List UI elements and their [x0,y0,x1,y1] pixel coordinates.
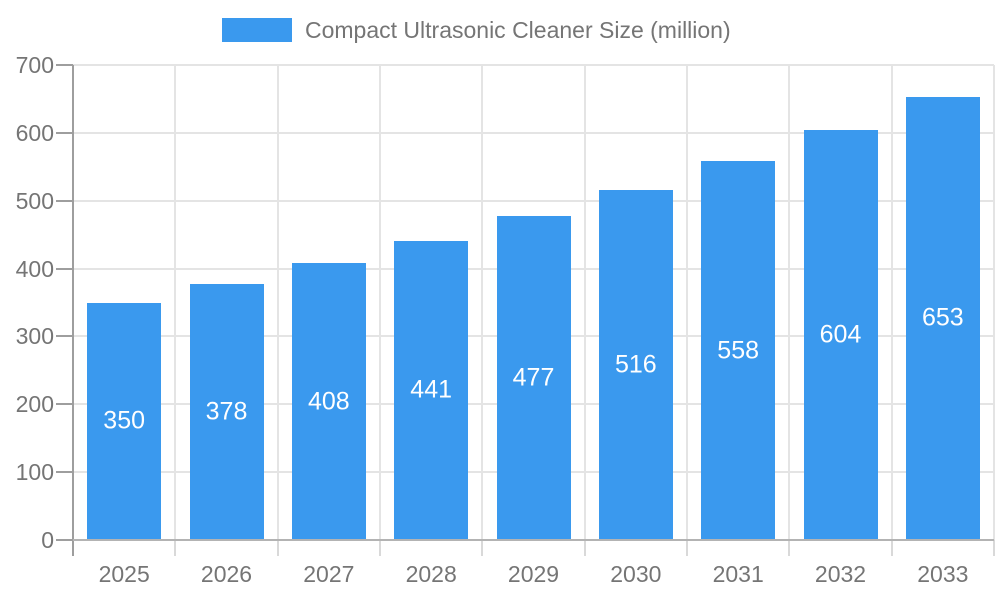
y-tick-label: 600 [15,119,54,146]
gridline-horizontal [73,131,994,134]
bar-2029[interactable] [496,216,571,540]
x-axis-tick [481,540,484,556]
x-axis-tick [993,540,995,556]
y-axis-tick [56,64,73,66]
y-tick-label: 100 [15,459,54,486]
y-tick-label: 700 [15,52,54,78]
gridline-vertical [788,65,791,540]
bar-2028[interactable] [394,240,469,540]
bar-2031[interactable] [701,161,776,540]
legend[interactable]: Compact Ultrasonic Cleaner Size (million… [222,16,731,44]
gridline-horizontal [73,199,994,202]
gridline-vertical [276,65,279,540]
y-axis-tick [56,335,73,338]
x-tick-label: 2028 [405,561,457,587]
y-tick-label: 300 [15,323,54,350]
gridline-vertical [890,65,893,540]
y-axis-tick [56,267,73,270]
y-axis-tick [56,471,73,474]
x-tick-label: 2030 [610,561,662,587]
bar-value-label: 441 [410,375,453,404]
y-axis-tick [56,403,73,406]
gridline-vertical [686,65,688,540]
y-tick-label: 200 [15,391,54,418]
bar-value-label: 558 [717,336,760,365]
gridline-horizontal [73,64,994,66]
gridline-vertical [583,65,586,540]
y-axis-tick [56,131,73,134]
x-axis-tick [686,540,688,556]
y-tick-label: 400 [15,255,54,282]
bar-2026[interactable] [189,283,264,540]
x-axis-tick [174,540,177,556]
bar-value-label: 477 [512,363,555,392]
gridline-vertical [174,65,177,540]
x-tick-label: 2027 [303,561,355,587]
gridline-vertical [481,65,484,540]
x-axis-tick [276,540,279,556]
x-tick-label: 2033 [917,561,969,587]
x-axis-tick [583,540,586,556]
bar-value-label: 516 [614,350,657,379]
y-tick-label: 500 [15,187,54,214]
gridline-vertical [379,65,381,540]
x-tick-label: 2031 [712,561,764,587]
x-tick-label: 2026 [200,561,253,587]
bar-2030[interactable] [598,189,673,540]
x-tick-label: 2032 [814,561,867,587]
y-tick-label: 0 [41,527,54,553]
x-axis-tick [788,540,791,556]
gridline-vertical [993,65,995,540]
bar-2032[interactable] [803,130,878,540]
bar-2033[interactable] [905,96,980,540]
bar-2025[interactable] [87,302,162,540]
x-tick-label: 2025 [98,561,150,587]
legend-swatch [222,18,292,42]
y-axis-line [72,65,74,556]
x-axis-tick [890,540,893,556]
bar-2027[interactable] [291,263,366,540]
x-axis-line [56,539,994,541]
bar-value-label: 604 [819,320,862,349]
bar-value-label: 378 [205,397,248,426]
bar-value-label: 408 [307,387,350,416]
legend-label: Compact Ultrasonic Cleaner Size (million… [305,16,731,43]
y-axis-tick [56,539,73,541]
y-axis-tick [56,199,73,202]
bar-value-label: 350 [103,406,146,435]
x-tick-label: 2029 [507,561,560,587]
x-axis-tick [379,540,381,556]
bar-value-label: 653 [921,303,964,332]
